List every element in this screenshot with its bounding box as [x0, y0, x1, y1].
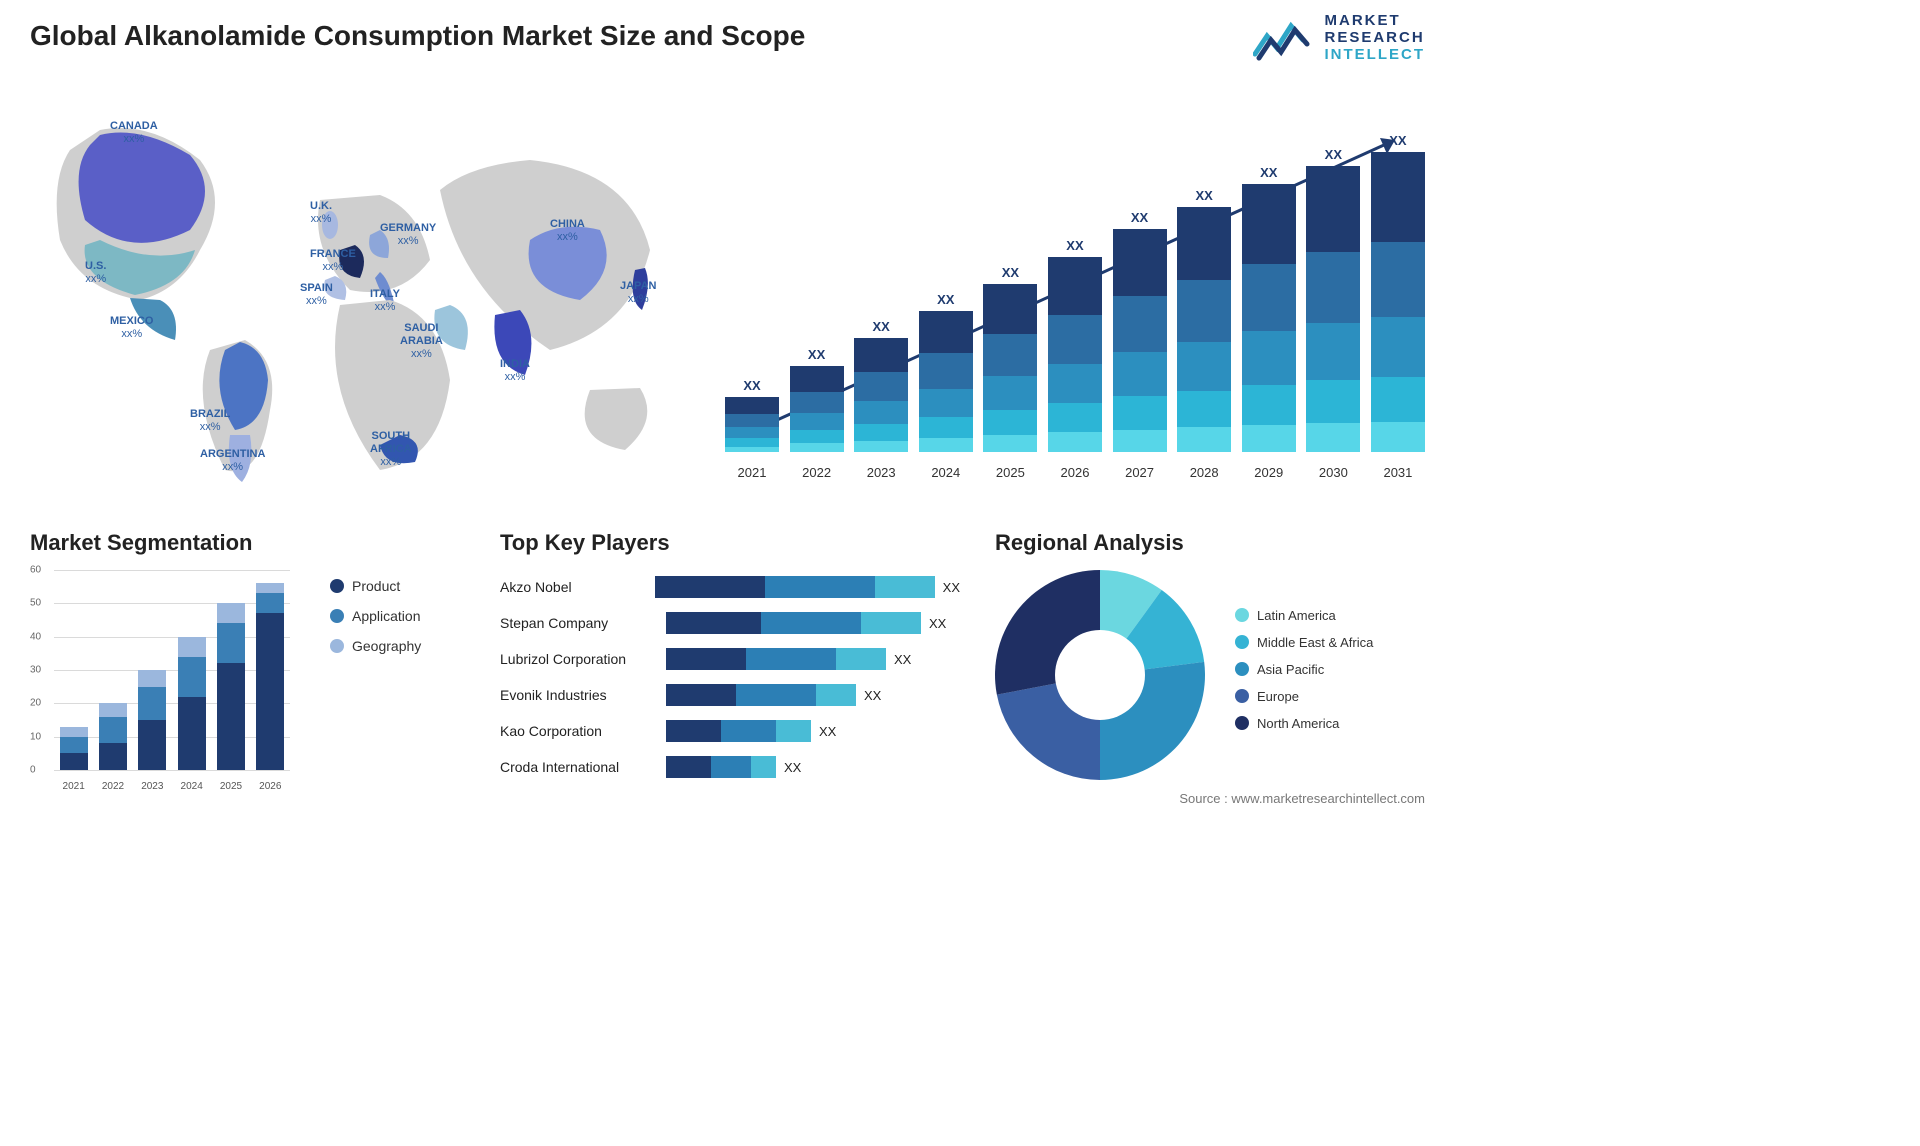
- seg-legend-application: Application: [330, 608, 421, 624]
- source-credit: Source : www.marketresearchintellect.com: [1179, 791, 1425, 806]
- seg-bar-2026: [256, 583, 284, 770]
- growth-bar-2027: XX: [1113, 210, 1167, 452]
- growth-bar-2022: XX: [790, 347, 844, 452]
- logo-text-1: MARKET: [1325, 12, 1426, 29]
- regional-legend-europe: Europe: [1235, 689, 1373, 704]
- growth-bar-2028: XX: [1177, 188, 1231, 452]
- growth-bar-2021: XX: [725, 378, 779, 452]
- regional-section: Regional Analysis Latin America Middle Ea…: [995, 530, 1425, 780]
- map-label-south-africa: SOUTHAFRICAxx%: [370, 430, 412, 470]
- map-label-spain: SPAINxx%: [300, 282, 333, 308]
- segmentation-legend: Product Application Geography: [330, 578, 421, 668]
- player-row-croda-international: Croda InternationalXX: [500, 750, 960, 784]
- growth-bar-chart: XXXXXXXXXXXXXXXXXXXXXX 20212022202320242…: [725, 100, 1425, 480]
- map-label-china: CHINAxx%: [550, 218, 585, 244]
- seg-bar-2022: [99, 703, 127, 770]
- regional-legend-north-america: North America: [1235, 716, 1373, 731]
- regional-legend-latin-america: Latin America: [1235, 608, 1373, 623]
- growth-bar-2026: XX: [1048, 238, 1102, 452]
- world-map: CANADAxx% U.S.xx% MEXICOxx% BRAZILxx% ARGENT…: [30, 90, 670, 490]
- growth-bar-2029: XX: [1242, 165, 1296, 452]
- player-row-evonik-industries: Evonik IndustriesXX: [500, 678, 960, 712]
- regional-legend: Latin America Middle East & Africa Asia Pa…: [1235, 608, 1373, 743]
- growth-bar-2025: XX: [983, 265, 1037, 452]
- seg-bar-2021: [60, 727, 88, 770]
- map-label-argentina: ARGENTINAxx%: [200, 448, 265, 474]
- player-row-akzo-nobel: Akzo NobelXX: [500, 570, 960, 604]
- segmentation-section: Market Segmentation 0102030405060 202120…: [30, 530, 450, 800]
- map-label-u-s-: U.S.xx%: [85, 260, 106, 286]
- brand-logo: MARKET RESEARCH INTELLECT: [1253, 12, 1426, 63]
- growth-bar-2023: XX: [854, 319, 908, 452]
- map-label-italy: ITALYxx%: [370, 288, 400, 314]
- player-row-lubrizol-corporation: Lubrizol CorporationXX: [500, 642, 960, 676]
- map-label-u-k-: U.K.xx%: [310, 200, 332, 226]
- map-label-saudi-arabia: SAUDIARABIAxx%: [400, 322, 443, 362]
- seg-bar-2025: [217, 603, 245, 770]
- map-label-brazil: BRAZILxx%: [190, 408, 230, 434]
- segmentation-heading: Market Segmentation: [30, 530, 450, 556]
- growth-bar-2024: XX: [919, 292, 973, 452]
- growth-bar-2031: XX: [1371, 133, 1425, 452]
- logo-text-2: RESEARCH: [1325, 29, 1426, 46]
- map-label-india: INDIAxx%: [500, 358, 530, 384]
- growth-bar-2030: XX: [1306, 147, 1360, 452]
- seg-legend-product: Product: [330, 578, 421, 594]
- player-row-stepan-company: Stepan CompanyXX: [500, 606, 960, 640]
- logo-text-3: INTELLECT: [1325, 46, 1426, 63]
- logo-mark-icon: [1253, 14, 1313, 62]
- map-label-canada: CANADAxx%: [110, 120, 158, 146]
- regional-legend-middle-east---africa: Middle East & Africa: [1235, 635, 1373, 650]
- map-label-germany: GERMANYxx%: [380, 222, 436, 248]
- player-row-kao-corporation: Kao CorporationXX: [500, 714, 960, 748]
- segmentation-chart: 0102030405060 202120222023202420252026: [30, 570, 290, 800]
- seg-bar-2024: [178, 637, 206, 770]
- world-map-svg: [30, 90, 670, 490]
- page-title: Global Alkanolamide Consumption Market S…: [30, 20, 805, 52]
- seg-bar-2023: [138, 670, 166, 770]
- regional-donut: [995, 570, 1205, 780]
- seg-legend-geography: Geography: [330, 638, 421, 654]
- regional-heading: Regional Analysis: [995, 530, 1425, 556]
- map-label-france: FRANCExx%: [310, 248, 356, 274]
- players-section: Top Key Players Akzo NobelXXStepan Compa…: [500, 530, 960, 786]
- map-label-mexico: MEXICOxx%: [110, 315, 153, 341]
- players-chart: Akzo NobelXXStepan CompanyXXLubrizol Cor…: [500, 570, 960, 784]
- map-label-japan: JAPANxx%: [620, 280, 656, 306]
- regional-legend-asia-pacific: Asia Pacific: [1235, 662, 1373, 677]
- players-heading: Top Key Players: [500, 530, 960, 556]
